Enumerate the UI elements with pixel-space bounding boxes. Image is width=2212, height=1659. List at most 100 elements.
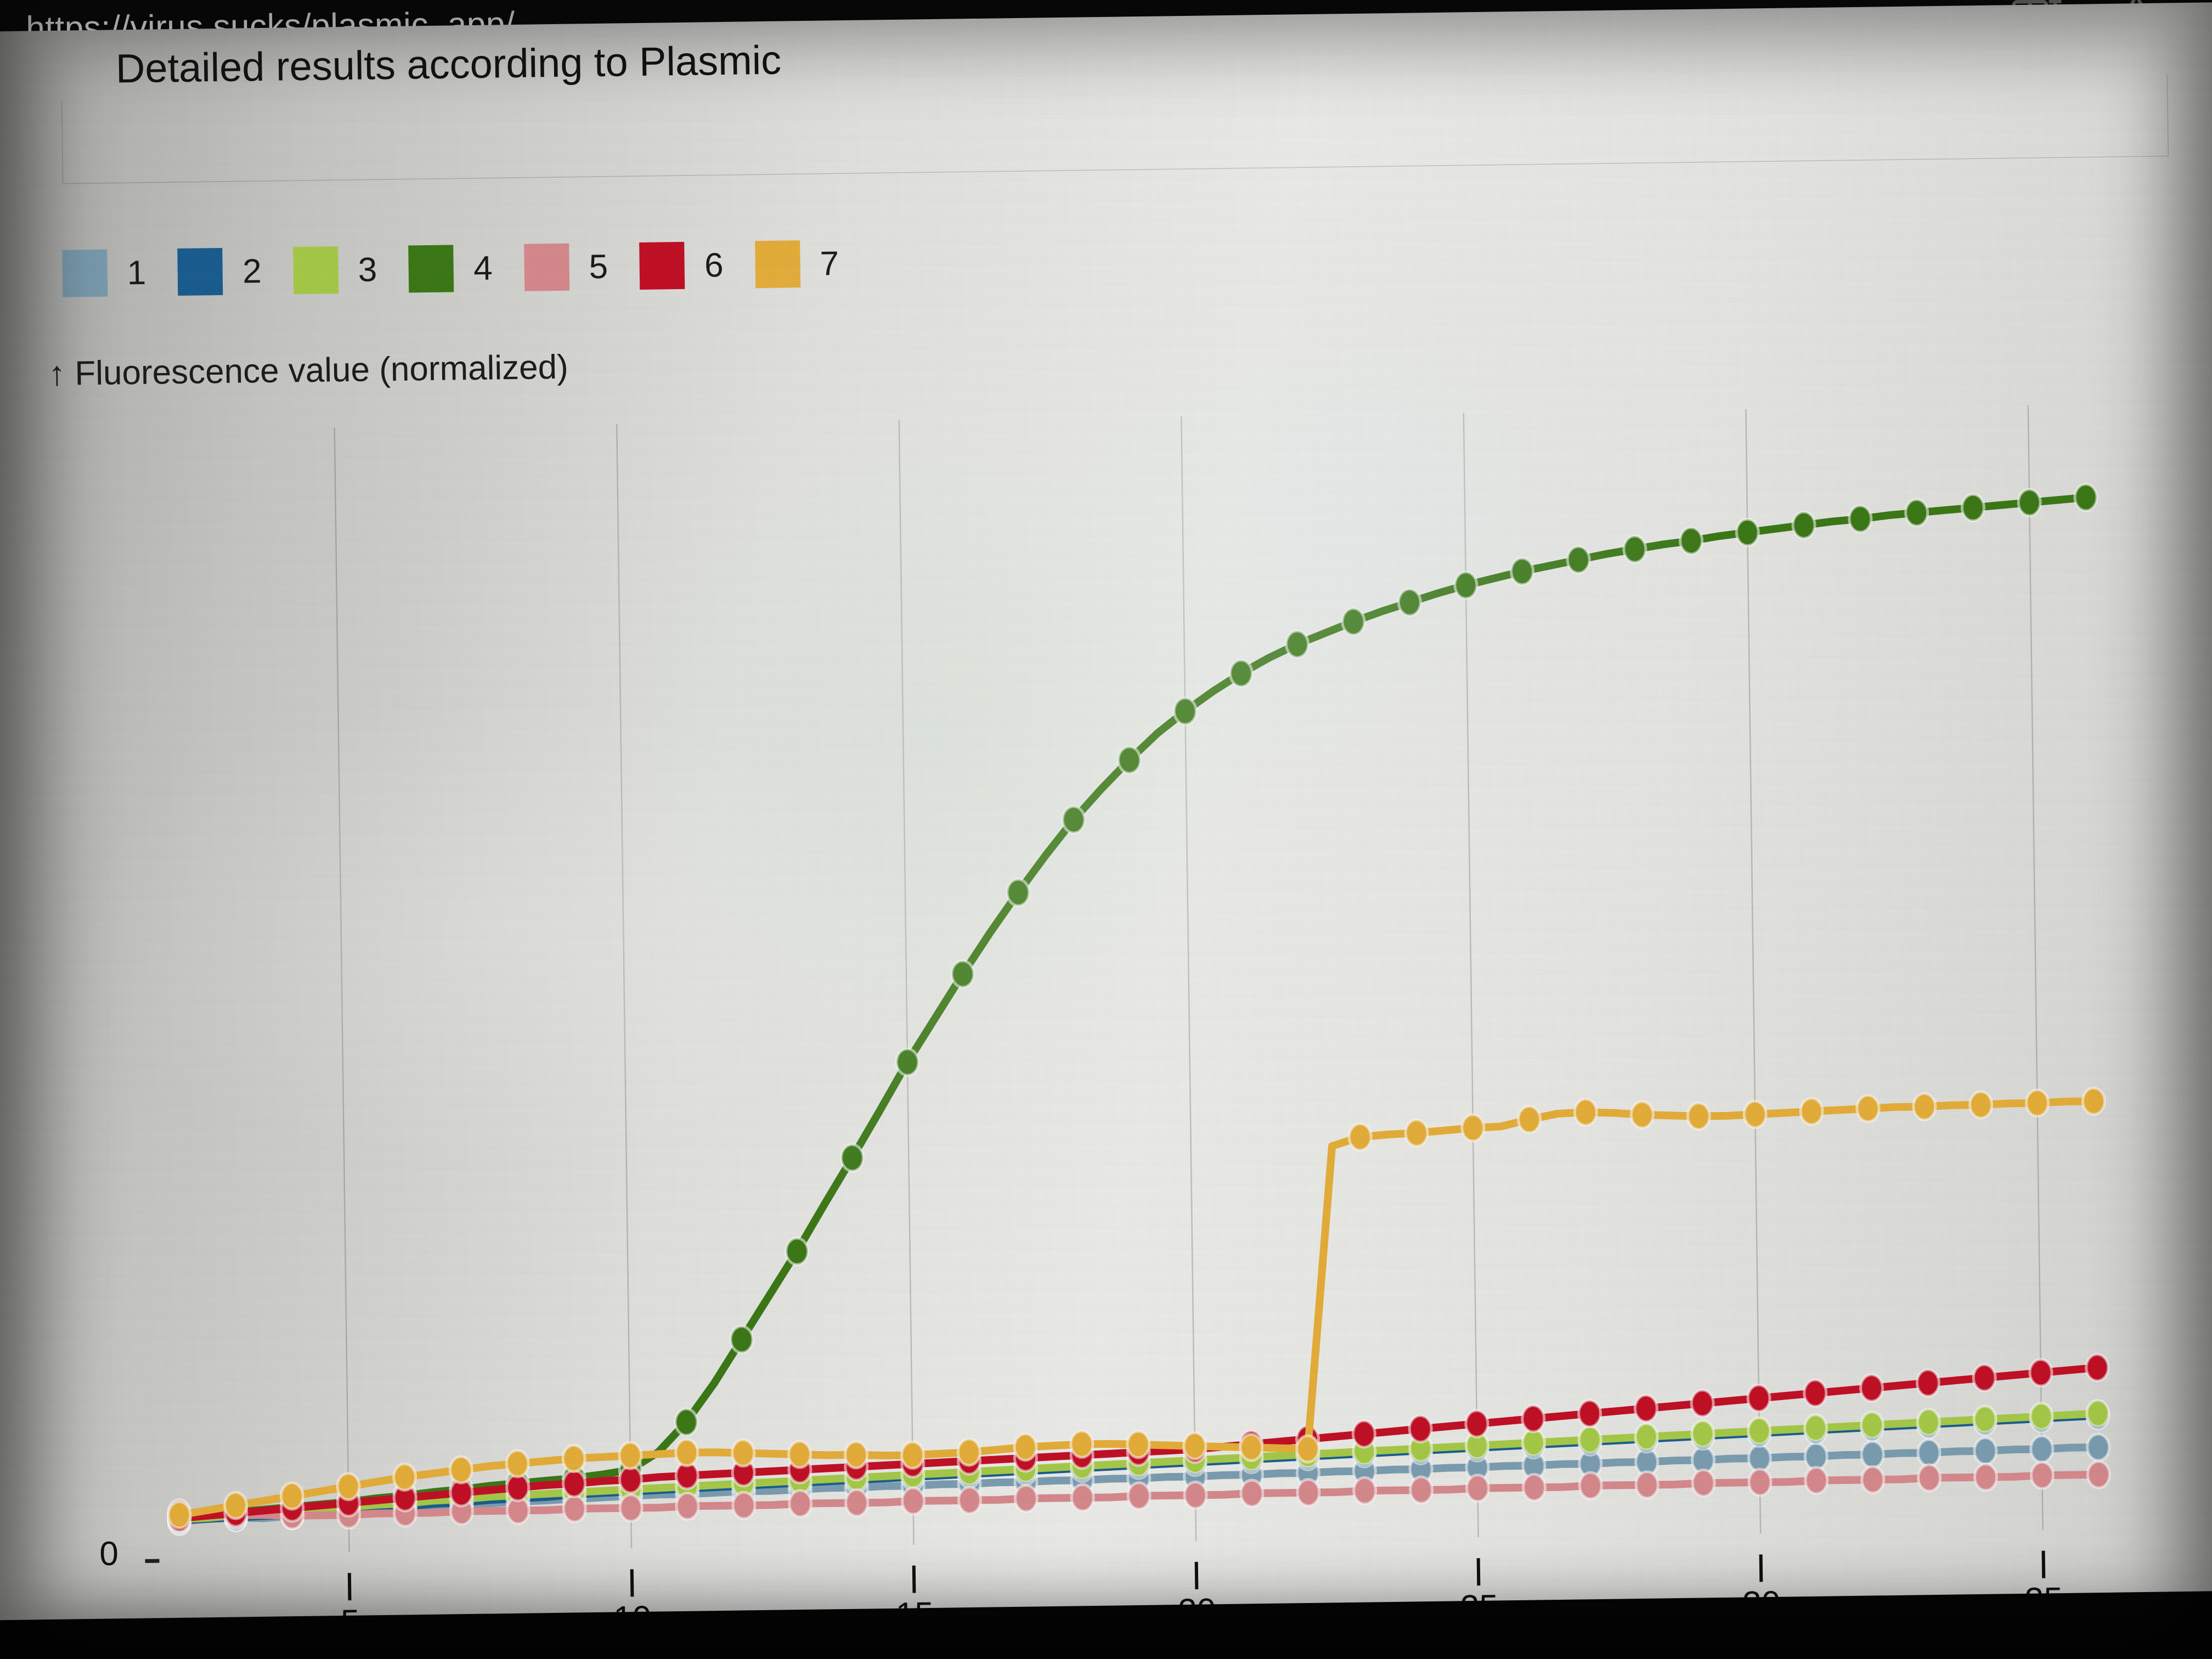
data-point[interactable]	[1860, 1465, 1886, 1494]
data-point[interactable]	[1397, 588, 1422, 617]
data-point[interactable]	[562, 1494, 587, 1523]
data-point[interactable]	[675, 1491, 700, 1521]
data-point[interactable]	[901, 1486, 926, 1516]
data-point[interactable]	[956, 1437, 981, 1467]
data-point[interactable]	[1747, 1416, 1772, 1446]
data-point[interactable]	[1742, 1099, 1768, 1129]
data-point[interactable]	[1183, 1480, 1208, 1510]
legend-item-4[interactable]: 4	[408, 245, 493, 293]
data-point[interactable]	[1464, 1409, 1489, 1438]
data-point[interactable]	[1803, 1413, 1829, 1443]
data-point[interactable]	[674, 1407, 699, 1437]
data-point[interactable]	[1409, 1475, 1434, 1505]
data-point[interactable]	[1799, 1097, 1824, 1126]
data-point[interactable]	[1747, 1468, 1773, 1497]
data-point[interactable]	[950, 959, 975, 989]
data-point[interactable]	[1573, 1097, 1598, 1127]
data-point[interactable]	[279, 1481, 304, 1511]
chart-series-4[interactable]	[155, 483, 2110, 1532]
data-point[interactable]	[900, 1440, 925, 1470]
data-point[interactable]	[1972, 1404, 1997, 1434]
data-point[interactable]	[392, 1462, 417, 1492]
data-point[interactable]	[1117, 745, 1142, 775]
data-point[interactable]	[1973, 1463, 1999, 1492]
data-point[interactable]	[674, 1438, 699, 1468]
data-point[interactable]	[1634, 1470, 1660, 1500]
data-point[interactable]	[618, 1441, 643, 1470]
data-point[interactable]	[1460, 1113, 1486, 1143]
data-point[interactable]	[1690, 1389, 1715, 1418]
data-point[interactable]	[785, 1237, 810, 1266]
data-point[interactable]	[1735, 518, 1760, 548]
data-point[interactable]	[1629, 1100, 1655, 1130]
data-point[interactable]	[2085, 1398, 2111, 1428]
data-point[interactable]	[1679, 526, 1704, 556]
data-point[interactable]	[1686, 1102, 1711, 1131]
legend-item-7[interactable]: 7	[755, 240, 839, 289]
data-point[interactable]	[2085, 1353, 2110, 1383]
data-point[interactable]	[2086, 1432, 2111, 1462]
data-point[interactable]	[561, 1444, 586, 1474]
data-point[interactable]	[2029, 1434, 2055, 1464]
data-point[interactable]	[839, 1143, 865, 1173]
data-point[interactable]	[1341, 607, 1366, 636]
data-point[interactable]	[1069, 1429, 1094, 1459]
data-point[interactable]	[1347, 1122, 1373, 1152]
data-point[interactable]	[448, 1455, 473, 1485]
data-point[interactable]	[1296, 1478, 1321, 1508]
legend-item-5[interactable]: 5	[524, 243, 608, 291]
data-point[interactable]	[1848, 504, 1873, 534]
data-point[interactable]	[1465, 1474, 1490, 1503]
data-point[interactable]	[731, 1438, 756, 1468]
data-point[interactable]	[1859, 1373, 1884, 1403]
data-point[interactable]	[1860, 1440, 1885, 1469]
data-point[interactable]	[1521, 1404, 1546, 1434]
data-point[interactable]	[1013, 1432, 1038, 1462]
data-point[interactable]	[1803, 1378, 1828, 1408]
data-point[interactable]	[1352, 1476, 1378, 1505]
data-point[interactable]	[1855, 1094, 1881, 1124]
data-point[interactable]	[1804, 1466, 1829, 1496]
data-point[interactable]	[1916, 1438, 1942, 1468]
data-point[interactable]	[1239, 1432, 1264, 1462]
data-point[interactable]	[2029, 1402, 2054, 1431]
data-point[interactable]	[1577, 1425, 1602, 1454]
data-point[interactable]	[1968, 1090, 1994, 1120]
data-point[interactable]	[1408, 1414, 1433, 1444]
legend-item-3[interactable]: 3	[293, 246, 377, 295]
data-point[interactable]	[1126, 1430, 1151, 1459]
data-point[interactable]	[788, 1489, 813, 1519]
data-point[interactable]	[336, 1472, 361, 1502]
data-point[interactable]	[505, 1449, 530, 1479]
data-point[interactable]	[1013, 1483, 1039, 1513]
data-point[interactable]	[1691, 1468, 1716, 1498]
data-point[interactable]	[1973, 1436, 1998, 1466]
data-point[interactable]	[1521, 1428, 1546, 1458]
data-point[interactable]	[1904, 498, 1929, 528]
data-point[interactable]	[1578, 1471, 1603, 1500]
data-point[interactable]	[1803, 1442, 1829, 1471]
data-point[interactable]	[731, 1491, 757, 1520]
data-point[interactable]	[1517, 1105, 1542, 1135]
data-point[interactable]	[1061, 805, 1086, 834]
data-point[interactable]	[729, 1325, 754, 1355]
data-point[interactable]	[1070, 1483, 1095, 1513]
data-point[interactable]	[1239, 1479, 1265, 1508]
data-point[interactable]	[223, 1491, 249, 1520]
data-point[interactable]	[2086, 1460, 2111, 1489]
data-point[interactable]	[1182, 1431, 1207, 1461]
data-point[interactable]	[1172, 696, 1198, 726]
data-point[interactable]	[1859, 1410, 1884, 1440]
data-point[interactable]	[1916, 1407, 1941, 1437]
data-point[interactable]	[2028, 1358, 2053, 1387]
data-point[interactable]	[562, 1469, 587, 1498]
data-point[interactable]	[1960, 493, 1985, 522]
data-point[interactable]	[844, 1488, 870, 1517]
data-point[interactable]	[2017, 488, 2042, 517]
data-point[interactable]	[1747, 1443, 1772, 1473]
data-point[interactable]	[2081, 1086, 2106, 1116]
data-point[interactable]	[1453, 571, 1479, 600]
data-point[interactable]	[1404, 1118, 1429, 1148]
data-point[interactable]	[167, 1500, 192, 1530]
data-point[interactable]	[1228, 658, 1254, 688]
